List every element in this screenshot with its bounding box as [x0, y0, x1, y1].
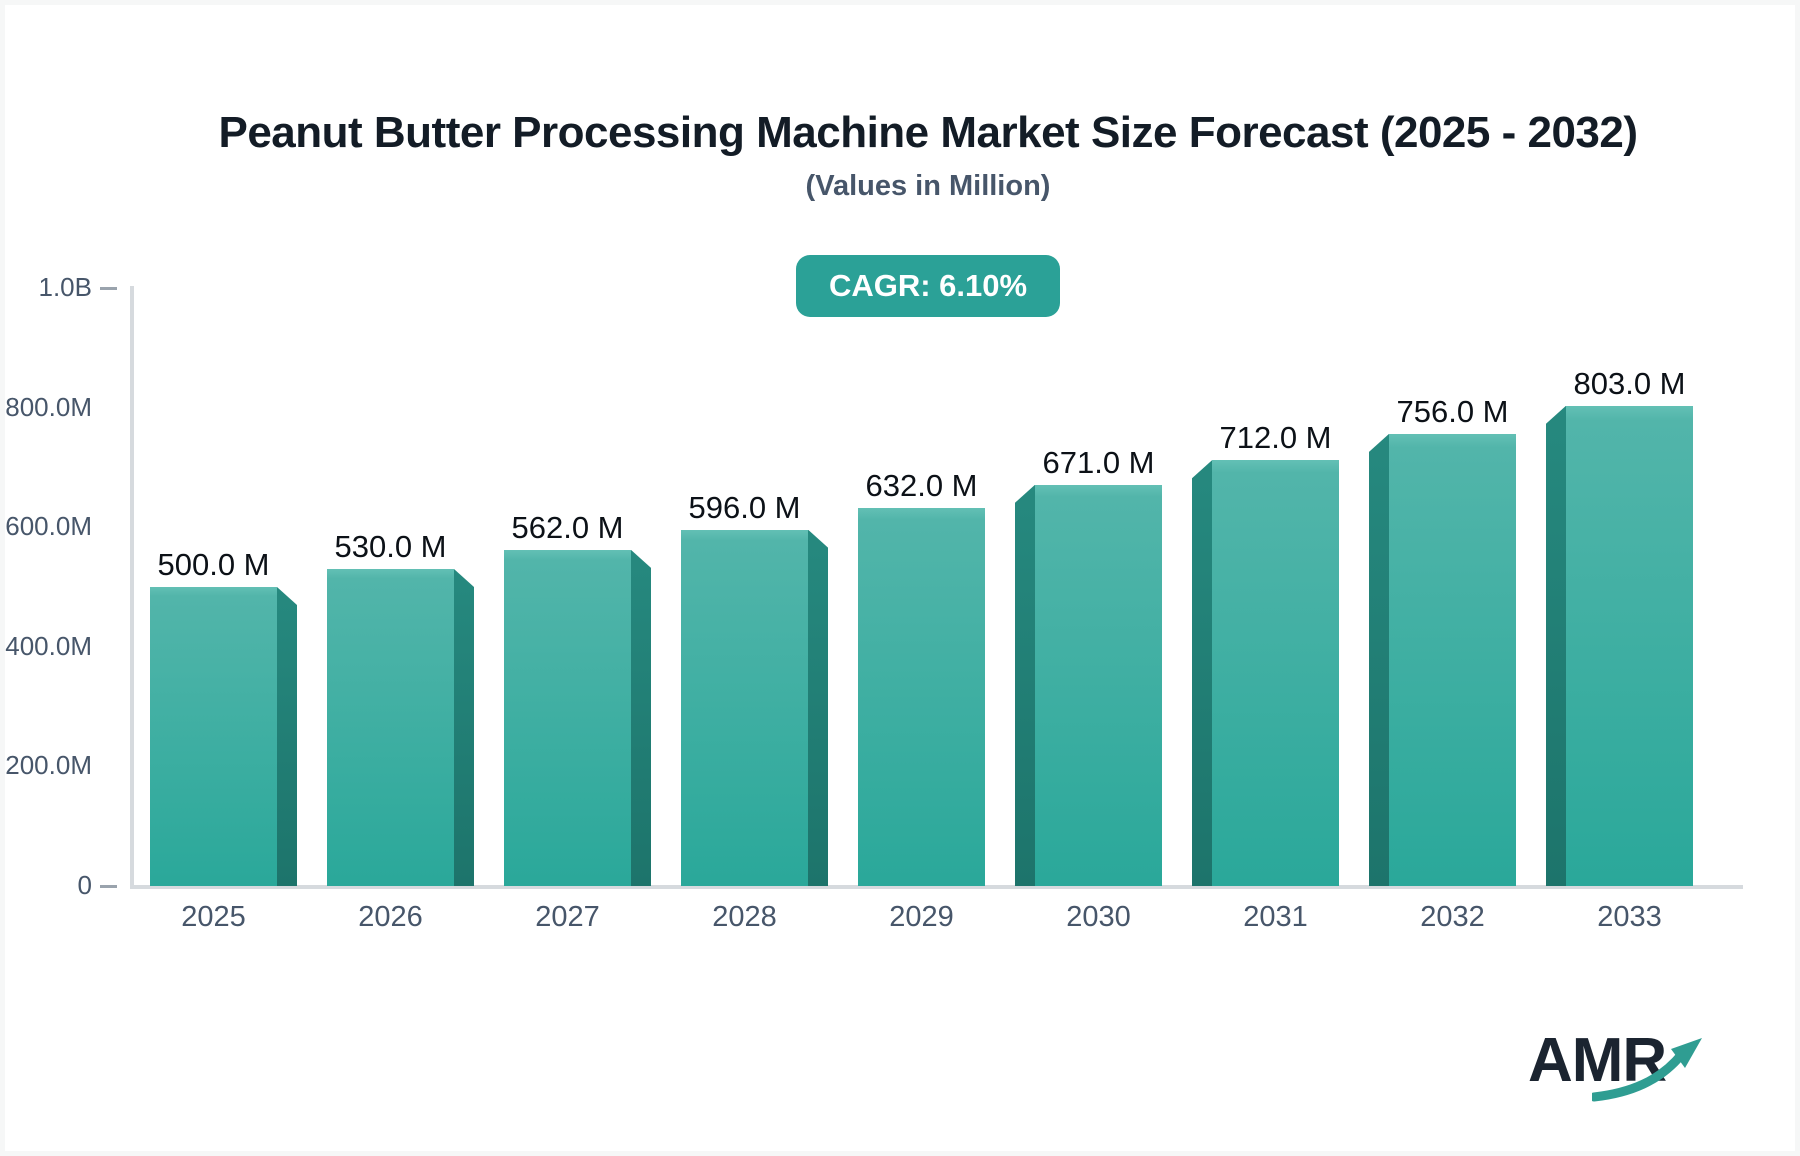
bar-2025[interactable]	[150, 587, 277, 886]
x-axis-label: 2027	[535, 901, 600, 933]
bar-side-face	[1369, 433, 1389, 886]
bar-value-label: 671.0 M	[1042, 444, 1155, 480]
bar-side-face	[1546, 405, 1566, 886]
y-axis-tick-label: 200.0M	[5, 750, 92, 781]
y-axis-tick-mark	[100, 885, 117, 888]
x-axis-label: 2029	[889, 901, 954, 933]
x-axis-line	[130, 885, 1743, 889]
bar-side-face	[808, 529, 828, 886]
bar-value-label: 596.0 M	[688, 489, 801, 525]
y-axis-tick-label: 600.0M	[5, 511, 92, 542]
y-axis-tick-mark	[100, 287, 117, 290]
bar-side-face	[277, 587, 297, 886]
bar-2033[interactable]	[1566, 405, 1693, 886]
bar-2027[interactable]	[504, 549, 631, 886]
bar-value-label: 632.0 M	[865, 468, 978, 504]
bar-value-label: 803.0 M	[1573, 365, 1686, 401]
bar-value-label: 530.0 M	[334, 529, 447, 565]
chart-subtitle: (Values in Million)	[805, 170, 1051, 202]
bar-value-label: 756.0 M	[1396, 393, 1509, 429]
bar-side-face	[1015, 484, 1035, 886]
cagr-badge: CAGR: 6.10%	[796, 255, 1060, 317]
bar-value-label: 500.0 M	[157, 547, 270, 582]
bar-2028[interactable]	[681, 529, 808, 886]
bar-2029[interactable]	[858, 508, 985, 886]
x-axis-label: 2031	[1243, 901, 1308, 933]
growth-arrow-icon	[1592, 1038, 1702, 1102]
bar-2031[interactable]	[1212, 460, 1339, 886]
x-axis-label: 2032	[1420, 901, 1485, 933]
bar-value-label: 712.0 M	[1219, 420, 1332, 456]
y-axis-tick-label: 0	[77, 870, 92, 900]
brand-logo: AMR	[1528, 1030, 1718, 1110]
y-axis-line	[130, 286, 134, 889]
bar-2026[interactable]	[327, 569, 454, 886]
x-axis-label: 2025	[181, 901, 246, 933]
y-axis-tick-label: 1.0B	[38, 272, 93, 302]
x-axis-label: 2028	[712, 901, 777, 933]
bar-side-face	[631, 549, 651, 886]
x-axis-label: 2030	[1066, 901, 1131, 933]
bar-value-label: 562.0 M	[511, 509, 624, 545]
x-axis-label: 2026	[358, 901, 423, 933]
bar-2030[interactable]	[1035, 484, 1162, 886]
chart-title: Peanut Butter Processing Machine Market …	[218, 108, 1638, 157]
bar-side-face	[1192, 460, 1212, 886]
x-axis-label: 2033	[1597, 901, 1662, 933]
bar-side-face	[454, 569, 474, 886]
y-axis-tick-label: 400.0M	[5, 630, 92, 661]
y-axis-tick-label: 800.0M	[5, 391, 92, 422]
bar-2032[interactable]	[1389, 433, 1516, 886]
